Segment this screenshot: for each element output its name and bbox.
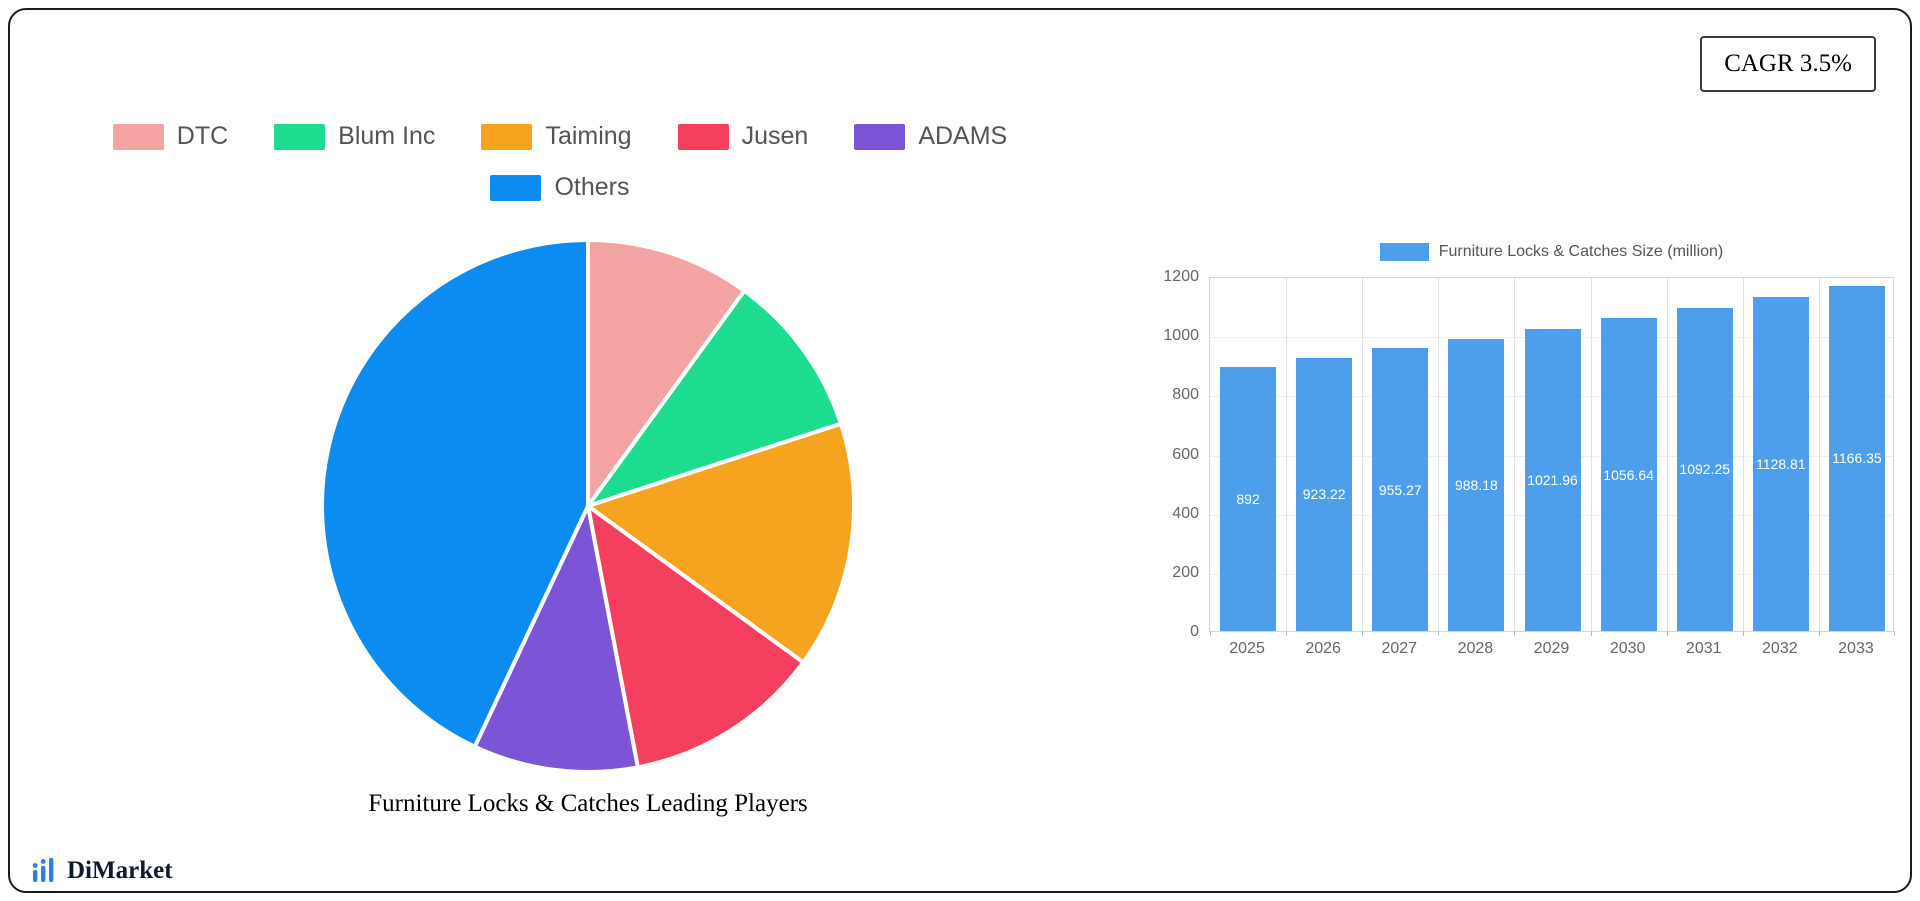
bar-2033: 1166.35 — [1828, 285, 1885, 631]
y-tick-label: 800 — [1172, 386, 1199, 404]
axis-tick — [1438, 631, 1440, 636]
pie-slice-jusen — [586, 504, 806, 770]
legend-swatch — [854, 123, 906, 150]
bar-value-label: 1092.25 — [1679, 461, 1731, 478]
axis-tick — [1818, 631, 1820, 636]
legend-label: Blum Inc — [338, 122, 436, 150]
x-tick-label: 2031 — [1685, 640, 1722, 657]
brand-logo: DiMarket — [32, 856, 173, 883]
legend-swatch — [274, 123, 326, 150]
bar-value-label: 1021.96 — [1527, 471, 1578, 488]
bar-chart: Furniture Locks & Catches Size (million)… — [1150, 243, 1895, 664]
legend-label: Taiming — [545, 122, 632, 150]
legend-swatch — [677, 123, 729, 150]
y-tick-label: 1000 — [1163, 327, 1199, 345]
bar-2032: 1128.81 — [1752, 297, 1809, 631]
pie-slice-taiming — [586, 421, 856, 665]
bar-value-label: 892 — [1236, 491, 1260, 508]
bar-2031: 1092.25 — [1676, 307, 1733, 631]
bar-legend-label: Furniture Locks & Catches Size (million) — [1438, 243, 1724, 260]
x-tick-label: 2025 — [1229, 640, 1265, 657]
bar-plot: 0 200 400 600 800 1000 1200 892 923.22 955.27 988… — [1150, 268, 1895, 640]
bar-value-label: 1166.35 — [1832, 450, 1882, 467]
axis-tick — [1742, 631, 1744, 636]
x-tick-label: 2032 — [1762, 640, 1798, 657]
axis-tick — [1210, 631, 1211, 636]
v-gridline — [1666, 278, 1668, 631]
legend-item-dtc: DTC — [112, 122, 229, 151]
y-tick-label: 200 — [1172, 563, 1199, 581]
x-axis: 2025 2026 2027 2028 2029 2030 2031 2032 2033 — [1209, 640, 1894, 664]
y-tick-label: 0 — [1190, 623, 1199, 640]
bar-2025: 892 — [1220, 367, 1277, 631]
legend-swatch — [490, 174, 542, 201]
bar-value-label: 955.27 — [1378, 481, 1422, 498]
bar-value-label: 923.22 — [1302, 486, 1346, 503]
axis-tick — [1590, 631, 1592, 636]
v-gridline — [1742, 278, 1744, 631]
bar-2027: 955.27 — [1372, 348, 1429, 631]
plot-area: 892 923.22 955.27 988.18 1021.96 1056.64 1092.… — [1209, 277, 1895, 636]
legend-label: Jusen — [741, 122, 809, 150]
axis-tick — [1362, 631, 1364, 636]
v-gridline — [1818, 278, 1820, 631]
y-tick-label: 400 — [1172, 504, 1199, 522]
pie-svg — [320, 238, 856, 774]
legend-label: ADAMS — [918, 122, 1008, 150]
axis-tick — [1666, 631, 1668, 636]
y-tick-label: 1200 — [1163, 268, 1199, 285]
x-tick-label: 2033 — [1838, 640, 1874, 657]
x-tick-label: 2030 — [1609, 640, 1646, 657]
bar-value-label: 1128.81 — [1756, 456, 1806, 473]
legend-swatch — [481, 123, 533, 150]
pie-chart: Furniture Locks & Catches Leading Player… — [288, 206, 888, 846]
v-gridline — [1362, 278, 1364, 631]
cagr-badge: CAGR 3.5% — [1700, 36, 1876, 92]
legend-item-others: Others — [490, 173, 630, 202]
pie-slice-others — [320, 238, 590, 749]
bar-chart-legend: Furniture Locks & Catches Size (million) — [1209, 243, 1894, 261]
legend-row: Others — [60, 173, 1060, 202]
pie-title: Furniture Locks & Catches Leading Player… — [368, 790, 808, 817]
bar-value-label: 988.18 — [1454, 476, 1498, 493]
v-gridline — [1514, 278, 1516, 631]
bar-value-label: 1056.64 — [1603, 466, 1654, 483]
brand-name: DiMarket — [67, 857, 173, 884]
bar-2030: 1056.64 — [1600, 318, 1657, 631]
legend-item-blum-inc: Blum Inc — [274, 122, 435, 151]
pie-slice-blum-inc — [586, 288, 843, 508]
legend-swatch — [112, 123, 164, 150]
legend-row: DTC Blum Inc Taiming Jusen ADAMS — [60, 122, 1060, 151]
v-gridline — [1438, 278, 1440, 631]
v-gridline — [1590, 278, 1592, 631]
legend-label: Others — [554, 173, 630, 201]
x-tick-label: 2029 — [1533, 640, 1570, 657]
x-tick-label: 2027 — [1381, 640, 1418, 657]
axis-tick — [1514, 631, 1516, 636]
x-tick-label: 2028 — [1457, 640, 1494, 657]
x-tick-label: 2026 — [1305, 640, 1341, 657]
y-axis: 0 200 400 600 800 1000 1200 — [1150, 268, 1209, 640]
y-tick-label: 600 — [1172, 445, 1199, 463]
bar-2029: 1021.96 — [1524, 328, 1581, 631]
bar-2028: 988.18 — [1448, 338, 1505, 631]
bar-legend-swatch — [1379, 243, 1429, 261]
legend-label: DTC — [176, 122, 229, 150]
pie-slice-dtc — [586, 238, 747, 508]
v-gridline — [1286, 278, 1288, 631]
bar-2026: 923.22 — [1296, 357, 1353, 631]
pie-legend: DTC Blum Inc Taiming Jusen ADAMS Others — [60, 122, 1060, 202]
pie-slice-adams — [472, 504, 640, 774]
axis-tick — [1286, 631, 1288, 636]
axis-tick — [1894, 631, 1895, 636]
legend-item-taiming: Taiming — [481, 122, 632, 151]
legend-item-adams: ADAMS — [854, 122, 1007, 151]
brand-icon — [32, 858, 54, 882]
legend-item-jusen: Jusen — [677, 122, 809, 151]
